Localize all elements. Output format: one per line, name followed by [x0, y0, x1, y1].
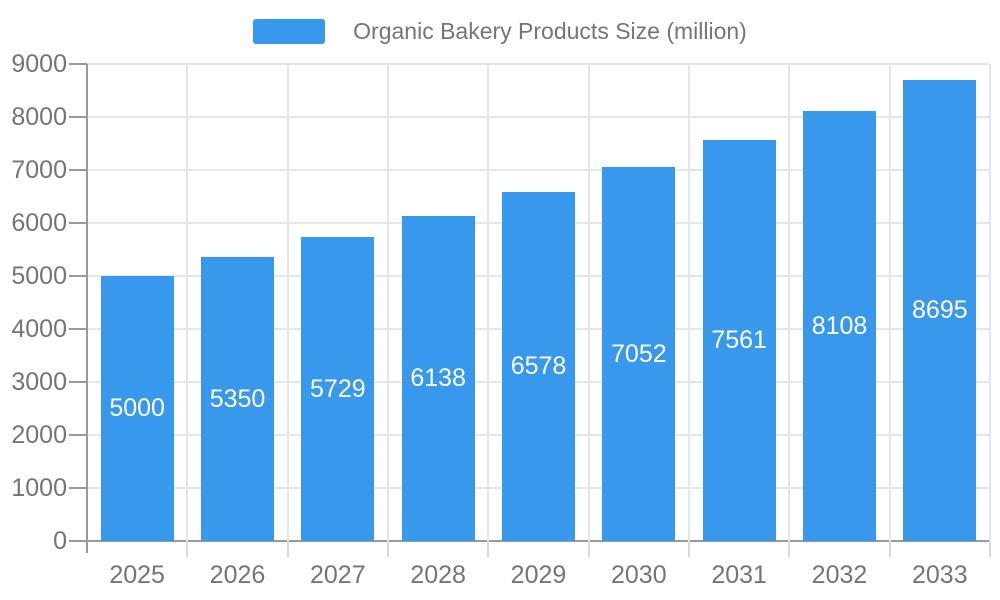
bar[interactable]: 7561: [702, 140, 776, 541]
y-tick-label: 9000: [11, 50, 67, 78]
x-tick-label: 2029: [510, 561, 567, 589]
x-tick-label: 2031: [711, 561, 767, 589]
x-axis-tick: [788, 541, 791, 557]
y-tick-label: 3000: [11, 368, 67, 396]
y-tick-label: 0: [53, 527, 67, 555]
y-tick-label: 2000: [11, 421, 67, 449]
bar[interactable]: 6138: [401, 215, 475, 541]
x-axis-tick: [387, 541, 389, 557]
bar[interactable]: 5350: [201, 257, 274, 541]
x-axis-tick: [487, 541, 490, 557]
bar-value-label: 8695: [912, 296, 968, 325]
y-tick-label: 5000: [11, 262, 67, 290]
y-tick-label: 4000: [11, 315, 67, 343]
y-axis-tick: [69, 540, 87, 542]
bar-value-label: 5729: [310, 374, 366, 403]
bar-value-label: 6138: [410, 363, 466, 392]
x-gridline: [989, 64, 991, 541]
x-gridline: [688, 64, 690, 541]
bar-value-label: 5000: [109, 394, 165, 422]
y-axis-tick: [69, 222, 87, 224]
y-tick-label: 6000: [11, 209, 67, 237]
y-tick-label: 8000: [11, 103, 67, 131]
x-tick-label: 2028: [410, 561, 466, 589]
y-gridline: [86, 169, 990, 171]
x-gridline: [387, 64, 389, 541]
x-axis-tick: [286, 541, 289, 557]
y-axis-tick: [69, 169, 87, 171]
y-gridline: [86, 63, 990, 65]
legend-label: Organic Bakery Products Size (million): [353, 17, 747, 44]
x-tick-label: 2030: [611, 561, 667, 589]
x-axis-baseline: [86, 540, 990, 542]
x-tick-label: 2027: [310, 561, 366, 589]
y-tick-label: 1000: [11, 474, 67, 502]
legend-swatch: [253, 18, 326, 44]
x-tick-label: 2025: [109, 561, 165, 589]
bar[interactable]: 8108: [803, 111, 876, 541]
bar[interactable]: 6578: [502, 192, 575, 541]
x-axis-tick: [989, 541, 991, 557]
bar-value-label: 7052: [611, 339, 667, 368]
x-tick-label: 2032: [811, 561, 868, 589]
y-axis-tick: [69, 434, 87, 436]
y-axis-tick: [69, 487, 87, 489]
bar[interactable]: 5729: [301, 237, 375, 541]
x-tick-label: 2033: [912, 561, 968, 589]
y-axis-tick: [69, 275, 87, 277]
x-axis-tick: [587, 541, 590, 557]
y-gridline: [86, 116, 990, 118]
x-tick-label: 2026: [209, 561, 266, 589]
y-axis-tick: [69, 328, 87, 330]
bar[interactable]: 8695: [903, 80, 977, 541]
legend-item[interactable]: Organic Bakery Products Size (million): [0, 17, 1000, 45]
y-axis-tick: [69, 381, 87, 383]
bar[interactable]: 5000: [100, 276, 174, 541]
y-axis-line: [86, 64, 88, 553]
bar-value-label: 7561: [711, 326, 767, 355]
x-gridline: [487, 64, 490, 541]
x-gridline: [186, 64, 189, 541]
bar[interactable]: 7052: [602, 167, 676, 541]
y-axis-tick: [69, 63, 87, 65]
bar-value-label: 8108: [811, 311, 868, 340]
x-gridline: [587, 64, 590, 541]
bar-value-label: 5350: [209, 384, 266, 413]
x-axis-tick: [186, 541, 189, 557]
x-axis-tick: [888, 541, 891, 557]
x-gridline: [286, 64, 289, 541]
bar-value-label: 6578: [510, 352, 567, 381]
y-tick-label: 7000: [11, 156, 67, 184]
x-gridline: [888, 64, 891, 541]
x-axis-tick: [688, 541, 690, 557]
x-gridline: [788, 64, 791, 541]
y-axis-tick: [69, 116, 87, 118]
